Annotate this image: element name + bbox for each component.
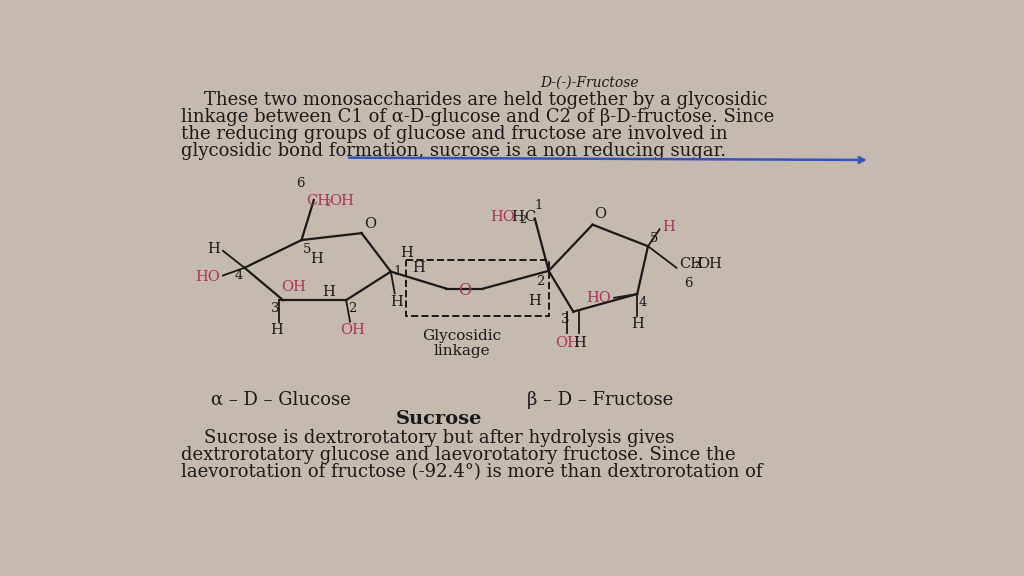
Text: H: H — [310, 252, 324, 266]
Text: OH: OH — [330, 194, 354, 208]
Text: 2: 2 — [348, 302, 356, 314]
Text: OH: OH — [555, 336, 580, 350]
Text: H: H — [413, 261, 425, 275]
Text: H: H — [390, 295, 403, 309]
Text: Sucrose: Sucrose — [395, 410, 481, 428]
Text: H: H — [399, 246, 413, 260]
Text: H: H — [270, 323, 284, 337]
Text: 5: 5 — [303, 243, 311, 256]
Text: 4: 4 — [234, 270, 243, 282]
Text: glycosidic bond formation, sucrose is a non reducing sugar.: glycosidic bond formation, sucrose is a … — [180, 142, 726, 160]
Text: OH: OH — [340, 323, 365, 337]
Text: 3: 3 — [561, 313, 569, 326]
Text: Glycosidic: Glycosidic — [422, 329, 501, 343]
Text: linkage between C1 of α-D-glucose and C2 of β-D-fructose. Since: linkage between C1 of α-D-glucose and C2… — [180, 108, 774, 126]
Text: linkage: linkage — [433, 344, 489, 358]
Text: laevorotation of fructose (-92.4°) is more than dextrorotation of: laevorotation of fructose (-92.4°) is mo… — [180, 463, 762, 482]
Text: $_2$: $_2$ — [694, 260, 700, 272]
Text: 1: 1 — [393, 266, 401, 278]
Text: 2: 2 — [519, 215, 526, 225]
Text: the reducing groups of glucose and fructose are involved in: the reducing groups of glucose and fruct… — [180, 124, 727, 143]
Text: O: O — [458, 282, 471, 298]
Text: 6: 6 — [684, 277, 692, 290]
Text: D-(-)-Fructose: D-(-)-Fructose — [541, 75, 639, 89]
Text: H: H — [528, 294, 542, 308]
Text: HO: HO — [490, 210, 515, 224]
Text: O: O — [594, 207, 606, 221]
Text: 2: 2 — [537, 275, 545, 287]
Text: CH: CH — [679, 257, 702, 271]
Text: 4: 4 — [639, 295, 647, 309]
Text: dextrorotatory glucose and laevorotatory fructose. Since the: dextrorotatory glucose and laevorotatory… — [180, 446, 735, 464]
Text: $_2$: $_2$ — [326, 196, 332, 209]
Text: H: H — [322, 286, 335, 300]
Text: α – D – Glucose: α – D – Glucose — [211, 391, 350, 409]
Text: HO: HO — [195, 270, 220, 284]
Text: 5: 5 — [649, 232, 657, 245]
Bar — [407, 260, 549, 316]
Text: OH: OH — [697, 257, 722, 271]
Text: H: H — [573, 336, 586, 350]
Text: H: H — [207, 241, 220, 256]
Text: Sucrose is dextrorotatory but after hydrolysis gives: Sucrose is dextrorotatory but after hydr… — [180, 430, 674, 448]
Text: These two monosaccharides are held together by a glycosidic: These two monosaccharides are held toget… — [180, 90, 767, 109]
Text: β – D – Fructose: β – D – Fructose — [527, 391, 674, 409]
Text: C: C — [524, 210, 536, 224]
Text: H: H — [631, 317, 644, 331]
Text: 6: 6 — [296, 177, 304, 190]
Text: OH: OH — [282, 280, 306, 294]
Text: CH: CH — [306, 194, 330, 208]
Text: HO: HO — [586, 291, 611, 305]
Text: 1: 1 — [535, 199, 543, 213]
Text: 3: 3 — [271, 302, 280, 314]
Text: H: H — [662, 220, 675, 234]
Text: H: H — [512, 210, 524, 224]
Text: O: O — [364, 217, 376, 231]
